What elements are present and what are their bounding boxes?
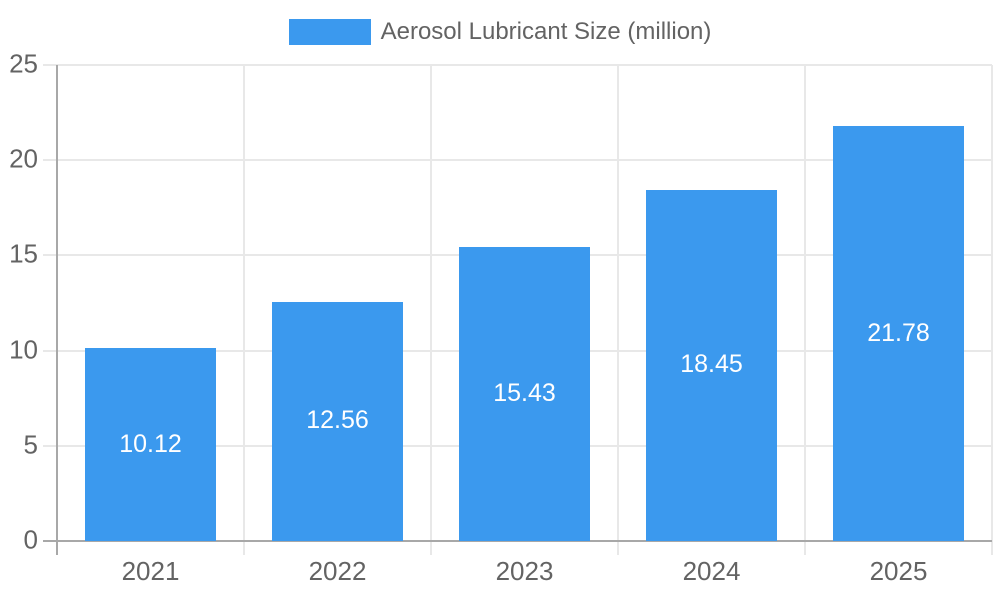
x-gridline xyxy=(991,65,993,555)
legend-label: Aerosol Lubricant Size (million) xyxy=(380,18,712,45)
legend-swatch xyxy=(288,19,371,45)
y-tick-label: 0 xyxy=(23,524,38,555)
bar-2022[interactable] xyxy=(272,301,403,541)
x-gridline xyxy=(804,65,806,555)
y-tick-label: 20 xyxy=(9,143,38,174)
bar-2024[interactable] xyxy=(646,189,777,541)
y-tick-label: 10 xyxy=(9,333,38,364)
x-axis-line xyxy=(43,540,992,542)
y-tick-label: 25 xyxy=(9,48,38,79)
y-gridline xyxy=(43,159,992,162)
y-axis-line xyxy=(56,65,58,555)
x-tick-label: 2025 xyxy=(869,556,928,586)
y-tick-label: 15 xyxy=(9,238,38,269)
y-gridline xyxy=(43,64,992,66)
x-gridline xyxy=(617,65,619,555)
bar-2025[interactable] xyxy=(833,126,964,541)
x-tick-label: 2021 xyxy=(121,556,180,586)
x-tick-label: 2022 xyxy=(308,556,367,586)
bar-2023[interactable] xyxy=(459,247,590,541)
x-gridline xyxy=(430,65,432,555)
legend-item[interactable]: Aerosol Lubricant Size (million) xyxy=(0,18,1000,46)
x-tick-label: 2023 xyxy=(495,556,554,586)
x-tick-label: 2024 xyxy=(682,556,741,586)
y-tick-label: 5 xyxy=(23,429,38,460)
bar-2021[interactable] xyxy=(85,348,216,541)
x-gridline xyxy=(243,65,245,555)
